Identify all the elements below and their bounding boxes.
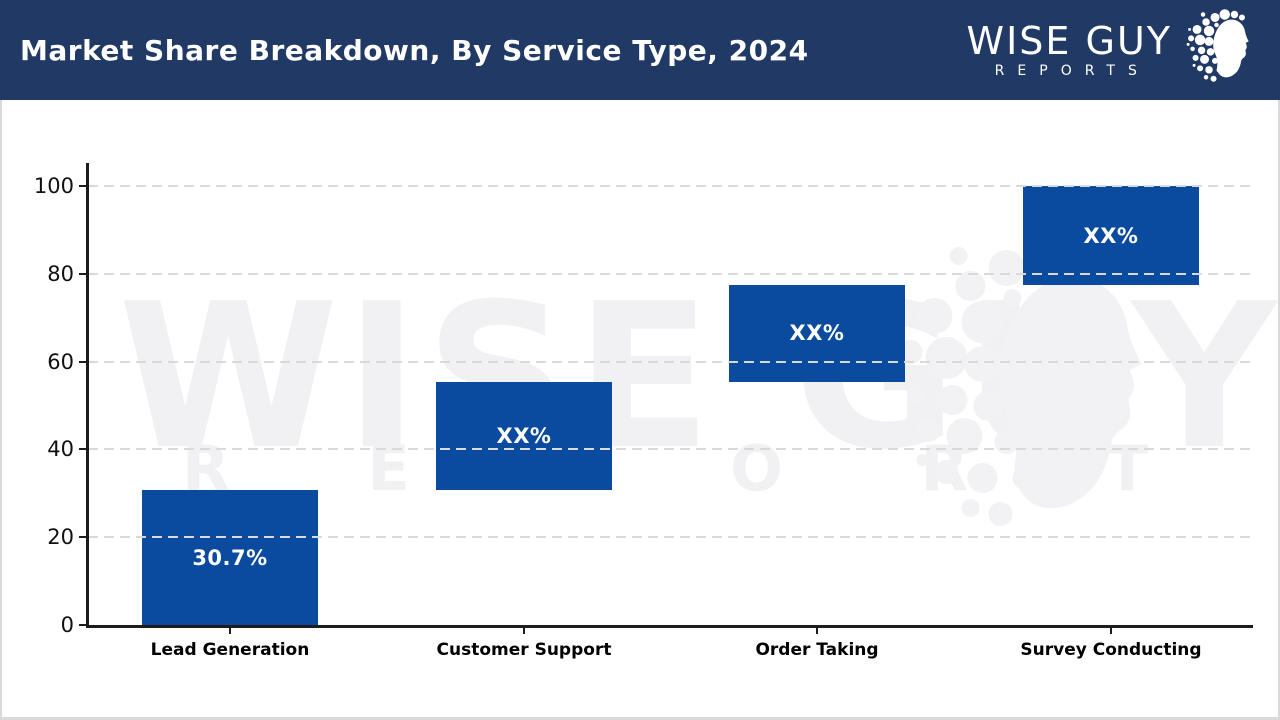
logo-face-icon xyxy=(1186,9,1249,82)
bar-lead-generation xyxy=(142,490,318,625)
wise-guy-reports-logo: WISE GUY REPORTS xyxy=(967,7,1280,93)
header-bar: Market Share Breakdown, By Service Type,… xyxy=(0,0,1280,100)
bar-survey-conducting xyxy=(1023,186,1199,286)
bar-customer-support xyxy=(436,381,612,491)
bar-order-taking xyxy=(729,285,905,382)
chart-title: Market Share Breakdown, By Service Type,… xyxy=(20,33,809,67)
logo-wordmark: WISE GUY xyxy=(966,19,1172,63)
logo-text: WISE GUY REPORTS xyxy=(967,22,1172,78)
logo-subtitle: REPORTS xyxy=(994,63,1150,79)
